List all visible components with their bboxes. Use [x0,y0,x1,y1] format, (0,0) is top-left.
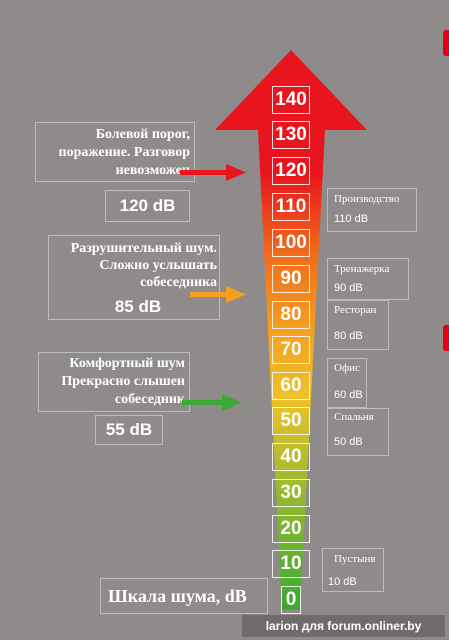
edge-marker [443,30,449,56]
desert-note [322,548,384,592]
note-line: невозможен [115,163,190,178]
comfortable-noise-value: 55 dB [105,420,153,439]
green-arrow-icon [182,394,242,411]
note-line: Болевой порог, [95,127,190,142]
scale-tick: 10 [272,550,310,578]
gym-note [327,258,409,300]
scale-tick: 120 [272,157,310,185]
scale-tick: 140 [272,86,310,114]
scale-tick: 70 [272,336,310,364]
orange-arrow-icon [190,286,246,303]
watermark: larion для forum.onliner.by [242,615,445,637]
caption-box [100,578,268,614]
destructive-noise-note [48,235,220,320]
scale-caption: Шкала шума, dB [108,586,247,606]
scale-tick: 50 [272,407,310,435]
office-note [327,358,367,408]
restaurant-note [327,300,389,350]
value-box [95,415,163,445]
scale-tick: 130 [272,121,310,149]
scale-tick: 0 [281,586,301,614]
scale-tick: 30 [272,479,310,507]
factory-label: Производство [334,193,400,205]
bedroom-value: 50 dB [334,436,363,448]
bedroom-note [327,408,389,456]
value-box [105,190,190,222]
noise-arrow-shape [215,50,367,610]
note-line: собеседник [114,392,185,407]
comfortable-noise-note [38,352,190,412]
office-label: Офис [334,362,360,374]
note-line: Комфортный шум [69,356,185,371]
gym-label: Тренажерка [334,263,390,275]
office-value: 60 dB [334,389,363,401]
red-arrow-icon [180,164,246,181]
scale-tick: 20 [272,515,310,543]
scale-tick: 90 [272,265,310,293]
note-line: собеседника [140,275,217,290]
factory-note [327,188,417,232]
pain-threshold-note [35,122,195,182]
desert-label: Пустыня [334,553,376,565]
scale-tick: 100 [272,229,310,257]
desert-value: 10 dB [328,576,357,588]
scale-tick: 60 [272,372,310,400]
note-line: поражение. Разговор [58,145,190,160]
scale-tick: 80 [272,301,310,329]
pain-threshold-value: 120 dB [119,196,176,215]
restaurant-label: Ресторан [334,304,377,316]
note-line: Прекрасно слышен [61,374,185,389]
scale-tick: 110 [272,193,310,221]
restaurant-value: 80 dB [334,330,363,342]
bedroom-label: Спальня [334,411,374,423]
note-line: Сложно услышать [99,258,217,273]
edge-marker [443,325,449,351]
note-line: Разрушительный шум. [70,241,217,256]
scale-tick: 40 [272,443,310,471]
destructive-noise-value: 85 dB [114,297,162,316]
gym-value: 90 dB [334,282,363,294]
factory-value: 110 dB [334,213,369,225]
